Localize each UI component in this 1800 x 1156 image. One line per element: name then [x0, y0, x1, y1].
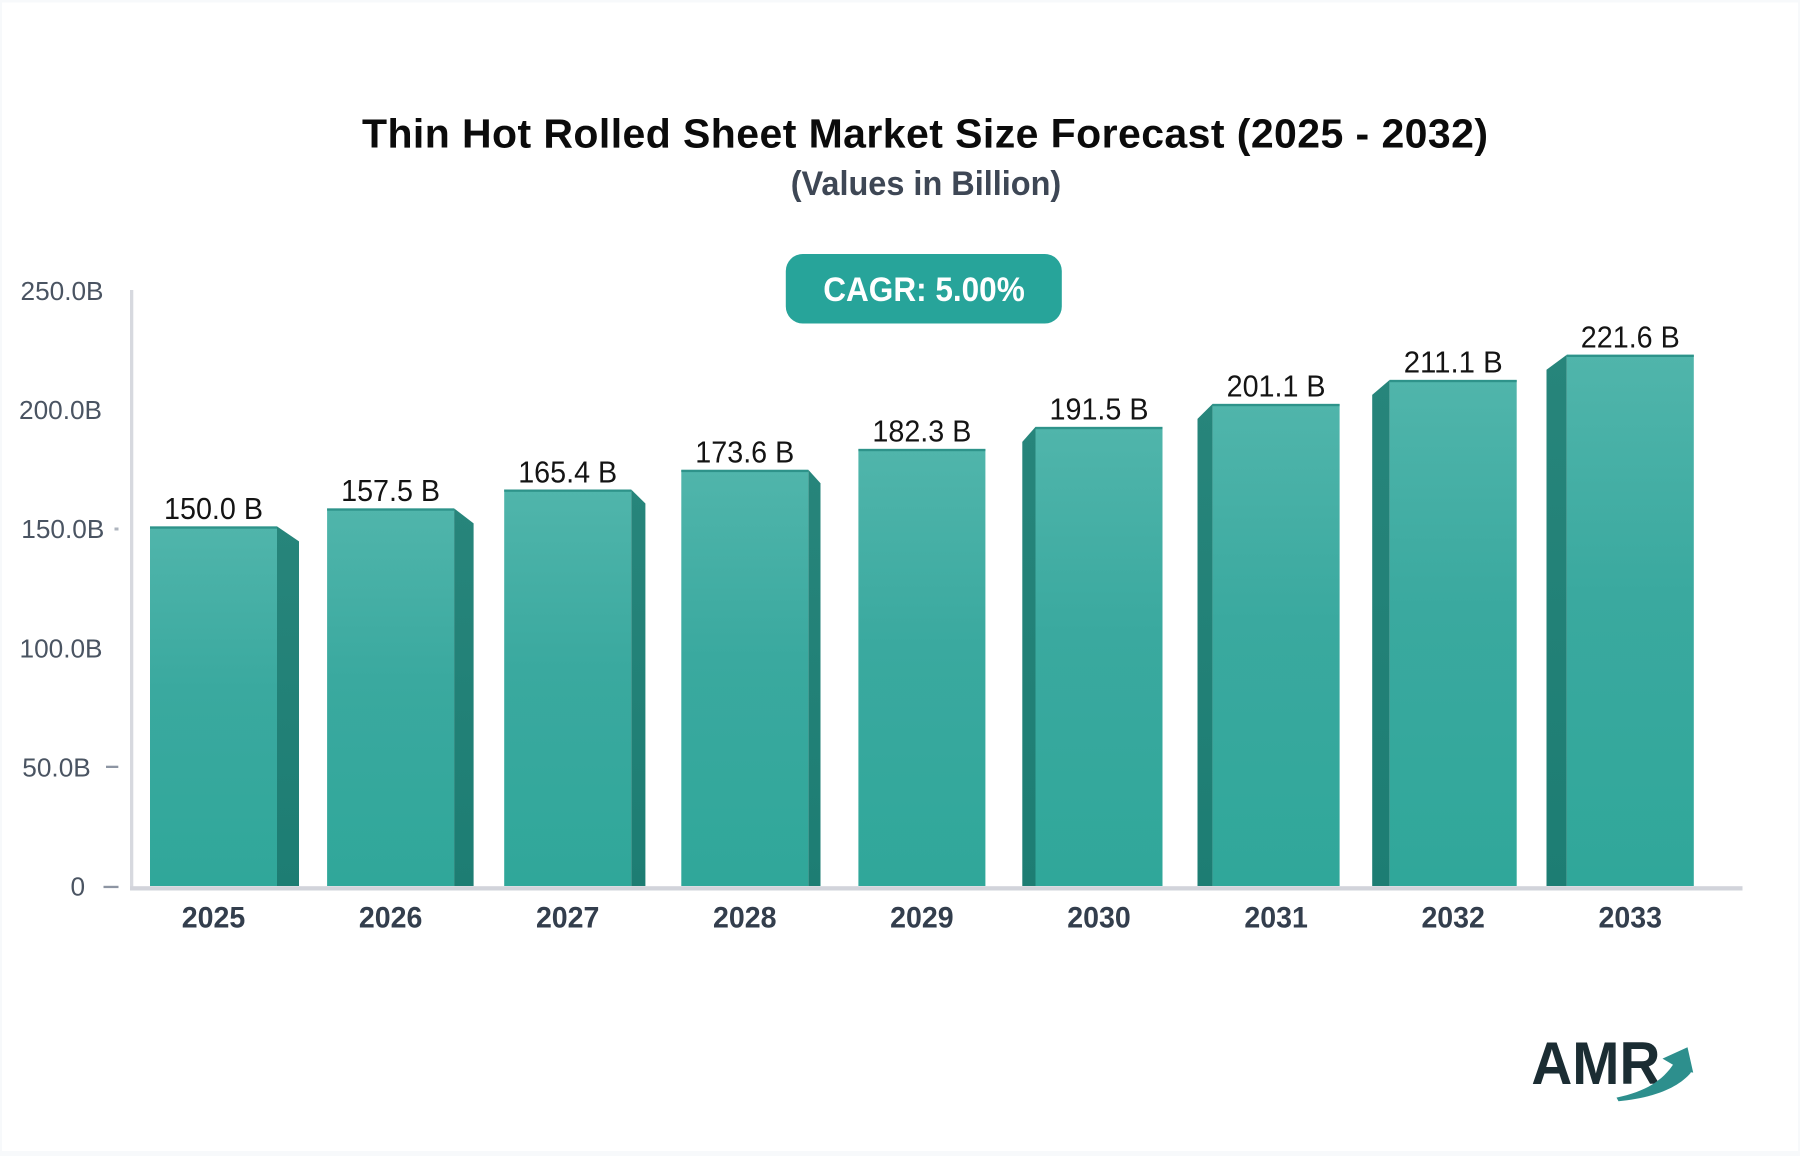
- svg-text:2027: 2027: [536, 901, 600, 934]
- svg-text:191.5 B: 191.5 B: [1050, 392, 1149, 427]
- svg-text:150.0B: 150.0B: [21, 514, 104, 544]
- svg-text:2028: 2028: [713, 901, 777, 934]
- svg-text:Thin Hot Rolled Sheet Market S: Thin Hot Rolled Sheet Market Size Foreca…: [362, 110, 1488, 156]
- svg-text:157.5 B: 157.5 B: [341, 473, 440, 508]
- svg-text:2030: 2030: [1067, 901, 1131, 934]
- svg-text:2031: 2031: [1244, 901, 1308, 934]
- svg-text:211.1 B: 211.1 B: [1404, 345, 1503, 380]
- svg-text:0: 0: [71, 872, 86, 902]
- svg-text:250.0B: 250.0B: [21, 276, 104, 306]
- svg-text:2033: 2033: [1599, 901, 1663, 934]
- svg-text:2026: 2026: [359, 901, 423, 934]
- svg-text:2032: 2032: [1421, 901, 1485, 934]
- svg-text:173.6 B: 173.6 B: [695, 435, 794, 470]
- svg-text:165.4 B: 165.4 B: [518, 454, 617, 489]
- svg-text:201.1 B: 201.1 B: [1227, 369, 1326, 404]
- svg-text:2029: 2029: [890, 901, 954, 934]
- svg-text:CAGR: 5.00%: CAGR: 5.00%: [823, 271, 1025, 309]
- svg-text:(Values in Billion): (Values in Billion): [791, 165, 1062, 203]
- svg-text:150.0 B: 150.0 B: [164, 491, 263, 526]
- svg-text:AMR: AMR: [1531, 1029, 1660, 1097]
- svg-text:182.3 B: 182.3 B: [872, 414, 971, 449]
- svg-text:2025: 2025: [182, 901, 246, 934]
- svg-text:50.0B: 50.0B: [22, 752, 90, 782]
- svg-text:200.0B: 200.0B: [19, 395, 102, 425]
- svg-text:100.0B: 100.0B: [20, 633, 103, 663]
- svg-text:221.6 B: 221.6 B: [1581, 320, 1680, 355]
